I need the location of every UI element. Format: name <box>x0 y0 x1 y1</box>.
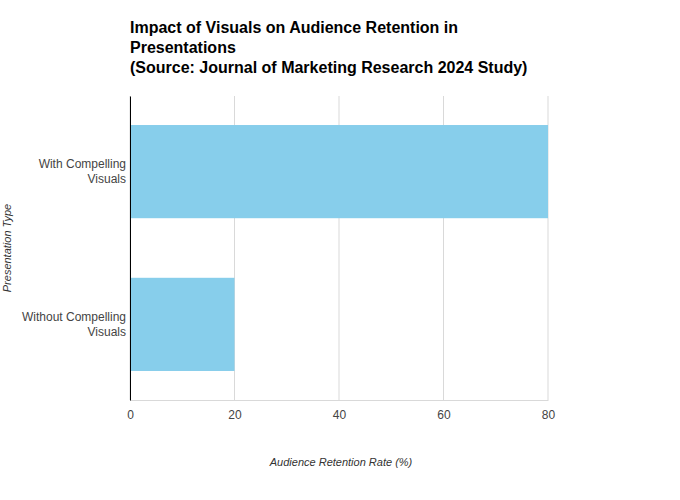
y-tick-label-line: Visuals <box>88 172 126 186</box>
x-axis-line <box>131 400 549 401</box>
x-tick-label: 20 <box>228 408 242 422</box>
x-tick-label: 40 <box>333 408 347 422</box>
y-tick: With CompellingVisuals <box>39 157 130 186</box>
x-tick-label: 0 <box>127 408 134 422</box>
y-tick-label: With CompellingVisuals <box>39 157 126 186</box>
chart-svg: 020406080With CompellingVisualsWithout C… <box>0 0 680 500</box>
x-tick-label: 80 <box>542 408 556 422</box>
chart-container: 020406080With CompellingVisualsWithout C… <box>0 0 680 500</box>
title-line: Presentations <box>130 39 236 56</box>
bar <box>130 125 548 218</box>
title-line: Impact of Visuals on Audience Retention … <box>130 19 458 36</box>
x-tick: 60 <box>437 400 451 422</box>
x-axis: 0 20 40 60 80 <box>127 400 555 422</box>
x-tick: 20 <box>228 400 242 422</box>
subtitle: (Source: Journal of Marketing Research 2… <box>130 59 527 76</box>
grid-line <box>130 96 131 400</box>
y-tick-label-line: Visuals <box>88 325 126 339</box>
y-axis-title: Presentation Type <box>1 204 13 292</box>
y-tick: Without CompellingVisuals <box>22 310 130 339</box>
x-tick: 0 <box>127 400 134 422</box>
bar <box>130 278 235 371</box>
x-tick: 80 <box>542 400 556 422</box>
bars <box>130 125 548 371</box>
y-tick-label: Without CompellingVisuals <box>22 310 126 339</box>
x-tick-label: 60 <box>437 408 451 422</box>
y-tick-label-line: With Compelling <box>39 157 126 171</box>
y-axis-line <box>130 97 131 401</box>
title: Impact of Visuals on Audience Retention … <box>130 19 458 56</box>
y-axis: With CompellingVisualsWithout Compelling… <box>22 97 131 401</box>
x-tick: 40 <box>333 400 347 422</box>
y-tick-label-line: Without Compelling <box>22 310 126 324</box>
x-axis-title: Audience Retention Rate (%) <box>269 456 413 468</box>
grid <box>130 96 548 400</box>
